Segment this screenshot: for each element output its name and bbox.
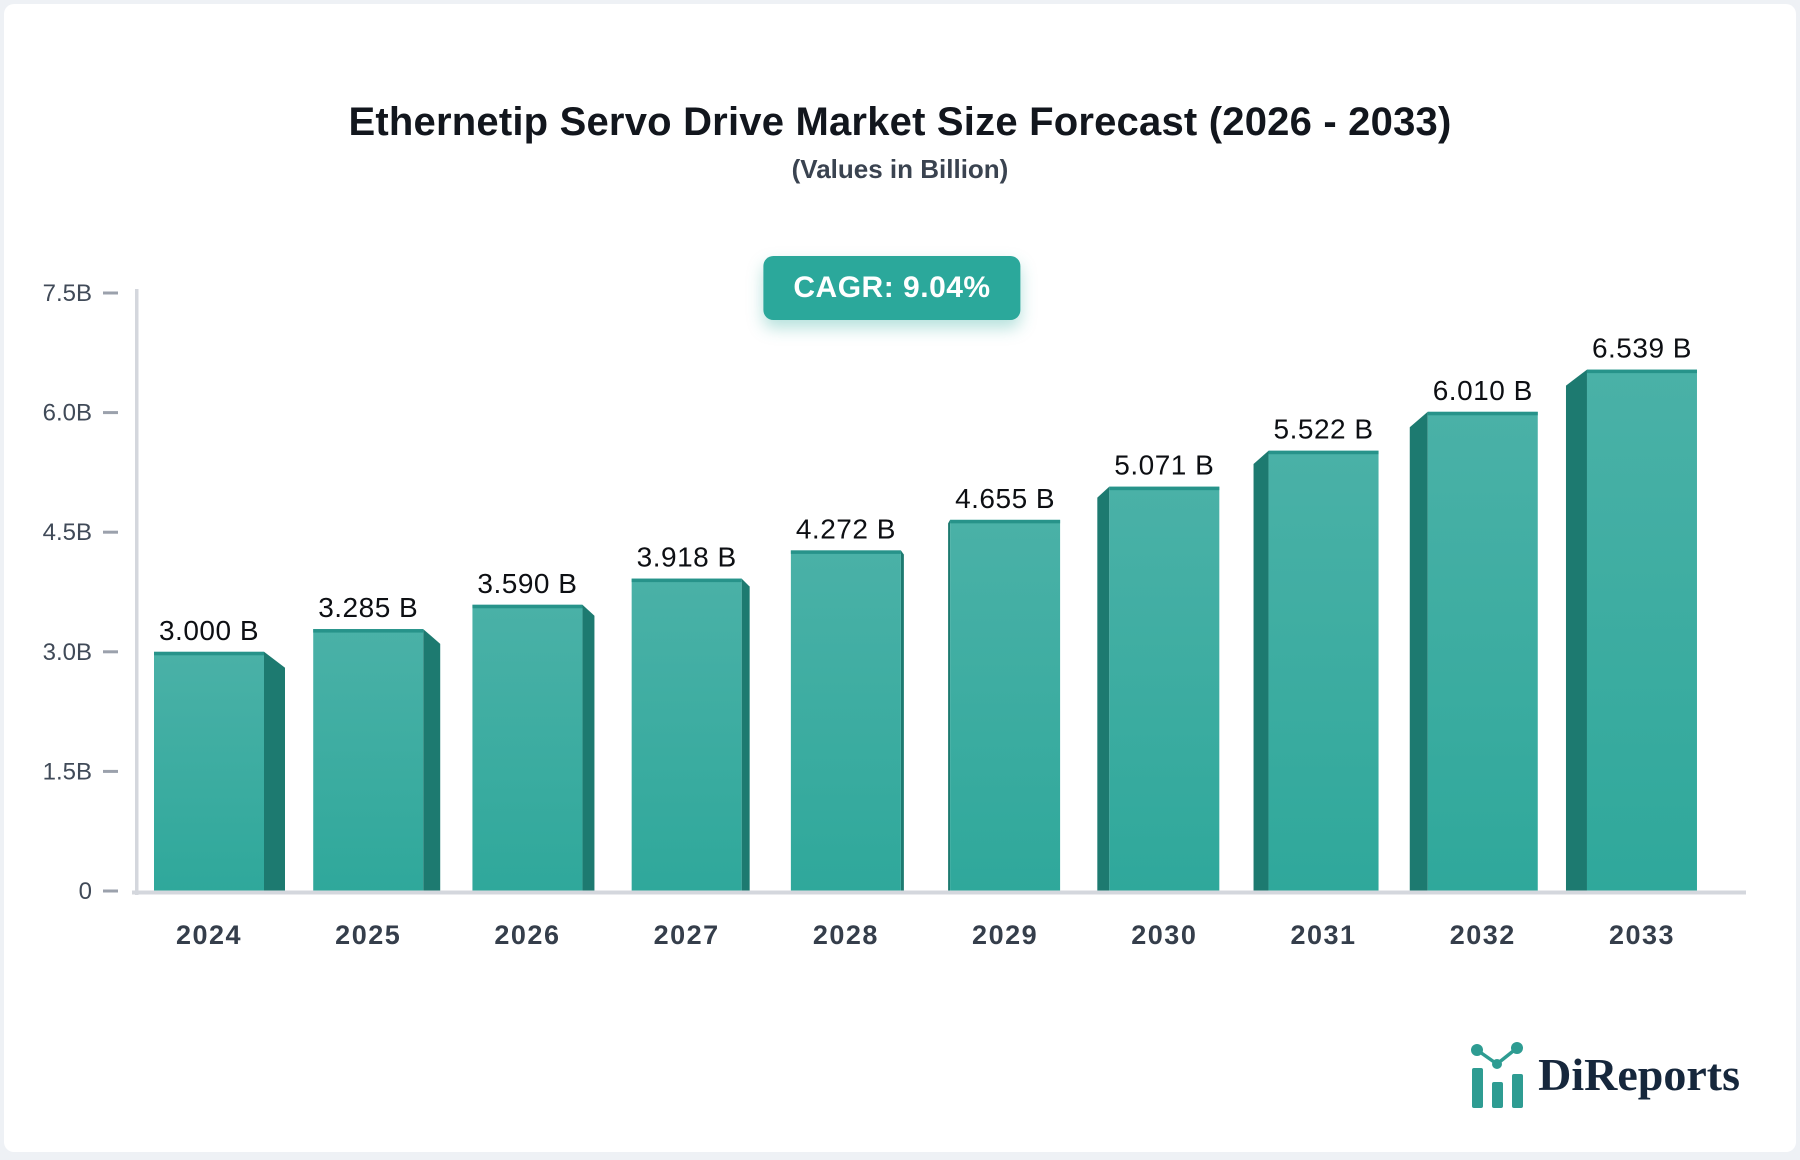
bar-side: [1097, 486, 1110, 891]
forecast-bar-chart: 0 1.5B 3.0B 4.5B 6.0B 7.5B 3.000 B 2024 3.285 B 2…: [43, 280, 1746, 950]
cagr-badge: CAGR: 9.04%: [763, 256, 1021, 320]
y-tick: [103, 889, 118, 893]
bar-2024[interactable]: [154, 651, 264, 891]
bar-2027[interactable]: [631, 578, 742, 891]
bar-top-edge: [1586, 369, 1697, 374]
bar-value-label: 3.285 B: [318, 592, 418, 623]
bar-side: [264, 651, 285, 891]
bar-top-edge: [1427, 411, 1538, 416]
x-axis-label-2028: 2028: [813, 920, 879, 950]
bar-value-label: 3.000 B: [159, 615, 259, 646]
y-tick-label: 0: [79, 878, 92, 905]
x-axis-label-2027: 2027: [654, 920, 720, 950]
x-axis-line: [132, 890, 1746, 895]
bar-2029[interactable]: [950, 519, 1061, 891]
bar-top-edge: [154, 651, 264, 656]
x-axis-label-2025: 2025: [335, 920, 401, 950]
bar-side: [1565, 369, 1587, 891]
bar-side: [900, 550, 904, 891]
y-tick: [103, 769, 118, 773]
cagr-badge-label: CAGR: 9.04%: [793, 271, 991, 304]
x-axis-label-2031: 2031: [1291, 920, 1357, 950]
chart-title: Ethernetip Servo Drive Market Size Forec…: [348, 100, 1452, 144]
bar-top-edge: [790, 550, 901, 554]
bar-side: [948, 519, 951, 891]
bar-side: [741, 578, 750, 891]
x-axis-label-2032: 2032: [1450, 920, 1516, 950]
bar-value-label: 6.539 B: [1592, 333, 1692, 364]
brand-name: DiReports: [1538, 1049, 1740, 1100]
chart-card: Ethernetip Servo Drive Market Size Forec…: [4, 4, 1796, 1152]
brand-logo: DiReports: [1470, 1042, 1740, 1108]
bar-side: [1409, 411, 1428, 891]
x-axis-label-2030: 2030: [1131, 920, 1197, 950]
bar-2025[interactable]: [313, 629, 424, 891]
x-axis-label-2029: 2029: [972, 920, 1038, 950]
bar-value-label: 5.071 B: [1114, 450, 1214, 481]
bar-2032[interactable]: [1427, 411, 1538, 891]
x-axis-label-2033: 2033: [1609, 920, 1675, 950]
bar-line-chart-icon: [1471, 1042, 1524, 1108]
bar-2033[interactable]: [1586, 369, 1697, 891]
bar-value-label: 3.918 B: [637, 542, 737, 573]
bar-side: [1253, 450, 1269, 891]
x-axis-label-2026: 2026: [494, 920, 560, 950]
bar-value-label: 6.010 B: [1433, 375, 1533, 406]
bar-side: [582, 604, 595, 891]
y-tick: [103, 530, 118, 534]
y-axis-line: [135, 289, 139, 895]
y-tick-label: 7.5B: [43, 280, 92, 307]
bar-top-edge: [1268, 450, 1379, 455]
x-axis-label-2024: 2024: [176, 920, 242, 950]
y-tick-label: 3.0B: [43, 639, 92, 666]
bar-2028[interactable]: [790, 550, 901, 891]
bar-top-edge: [1109, 486, 1220, 491]
y-tick: [103, 291, 118, 295]
bar-value-label: 4.655 B: [955, 483, 1055, 514]
bar-value-label: 3.590 B: [477, 568, 577, 599]
y-tick-label: 6.0B: [43, 400, 92, 427]
bar-value-label: 5.522 B: [1274, 414, 1374, 445]
y-tick-label: 4.5B: [43, 519, 92, 546]
bar-top-edge: [631, 578, 742, 583]
chart-subtitle: (Values in Billion): [791, 154, 1009, 184]
bar-2026[interactable]: [472, 604, 583, 891]
y-tick: [103, 411, 118, 415]
bar-top-edge: [313, 629, 424, 633]
y-tick-label: 1.5B: [43, 758, 92, 785]
bar-top-edge: [950, 519, 1061, 524]
bar-top-edge: [472, 604, 583, 609]
y-tick: [103, 650, 118, 654]
bar-2031[interactable]: [1268, 450, 1379, 891]
bar-side: [423, 629, 441, 891]
bar-value-label: 4.272 B: [796, 513, 896, 544]
bar-2030[interactable]: [1109, 486, 1220, 891]
